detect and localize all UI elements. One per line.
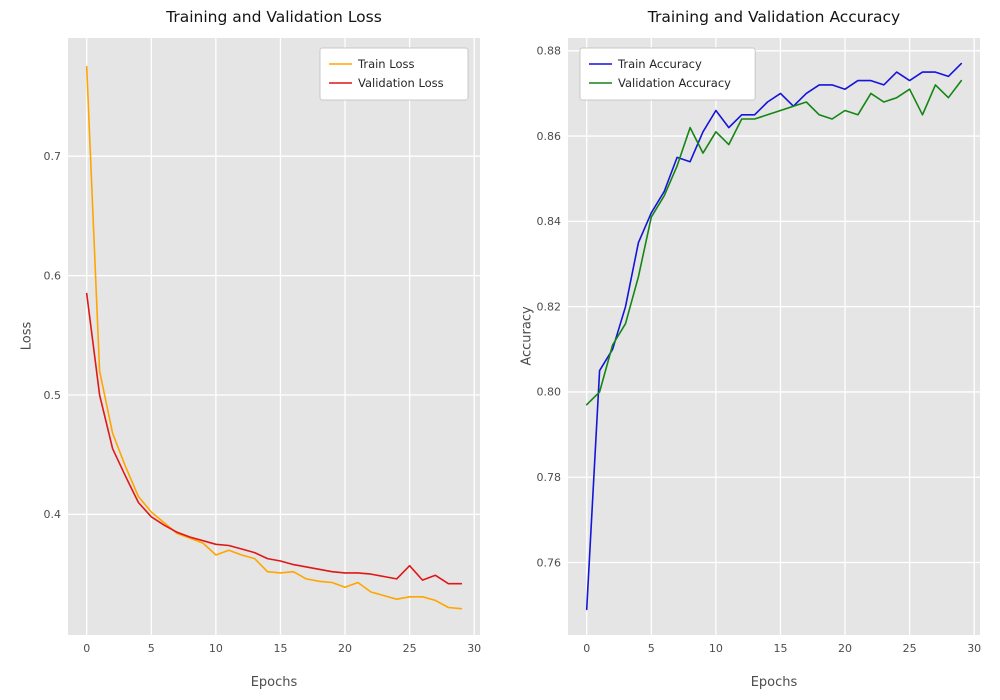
x-tick-label: 15 — [773, 642, 787, 655]
x-tick-label: 5 — [648, 642, 655, 655]
y-tick-label: 0.84 — [537, 215, 562, 228]
legend — [319, 47, 469, 101]
x-tick-label: 20 — [838, 642, 852, 655]
x-tick-label: 25 — [903, 642, 917, 655]
accuracy-subplot: Training and Validation Accuracy 0 5 10 15 2… — [500, 0, 1000, 700]
y-tick-label: 0.78 — [537, 471, 562, 484]
loss-subplot: Training and Validation Loss 0 5 10 15 20 25 3… — [19, 8, 482, 690]
accuracy-plot-title: Training and Validation Accuracy — [647, 8, 901, 26]
loss-plot-canvas: 0 5 10 15 20 25 30 0.4 0.5 0.6 0.7 Train Loss Valida… — [44, 38, 481, 655]
accuracy-y-axis-label: Accuracy — [519, 306, 535, 366]
x-tick-label: 25 — [403, 642, 417, 655]
x-tick-label: 20 — [338, 642, 352, 655]
plot-area — [568, 38, 980, 635]
train-accuracy-line — [585, 62, 963, 611]
train-loss-legend-label: Train Loss — [357, 57, 414, 71]
legend — [579, 47, 756, 101]
y-tick-label: 0.4 — [44, 508, 62, 521]
accuracy-x-axis-label: Epochs — [750, 675, 798, 690]
x-tick-label: 0 — [83, 642, 90, 655]
accuracy-plot-canvas: 0 5 10 15 20 25 30 0.76 0.78 0.80 0.82 0.84 0.86 0.88… — [537, 38, 981, 655]
x-tick-label: 10 — [209, 642, 223, 655]
x-tick-label: 30 — [467, 642, 481, 655]
loss-y-axis-label: Loss — [19, 321, 35, 351]
y-tick-label: 0.82 — [537, 300, 562, 313]
plot-area — [68, 38, 480, 635]
x-tick-label: 10 — [709, 642, 723, 655]
train-loss-line — [85, 65, 463, 610]
train-accuracy-legend-label: Train Accuracy — [617, 57, 702, 71]
x-tick-label: 5 — [148, 642, 155, 655]
y-tick-label: 0.86 — [537, 130, 562, 143]
validation-accuracy-line — [585, 79, 963, 406]
y-tick-label: 0.7 — [44, 150, 62, 163]
validation-accuracy-legend-label: Validation Accuracy — [618, 76, 731, 90]
x-tick-label: 30 — [967, 642, 981, 655]
y-tick-label: 0.6 — [44, 269, 62, 282]
y-tick-label: 0.88 — [537, 45, 562, 58]
validation-loss-legend-label: Validation Loss — [358, 76, 444, 90]
validation-loss-line — [85, 292, 463, 585]
y-tick-label: 0.76 — [537, 556, 562, 569]
loss-plot-title: Training and Validation Loss — [166, 8, 382, 26]
y-tick-label: 0.5 — [44, 389, 62, 402]
loss-x-axis-label: Epochs — [250, 675, 298, 690]
y-tick-label: 0.80 — [537, 386, 562, 399]
x-tick-label: 15 — [273, 642, 287, 655]
x-tick-label: 0 — [583, 642, 590, 655]
